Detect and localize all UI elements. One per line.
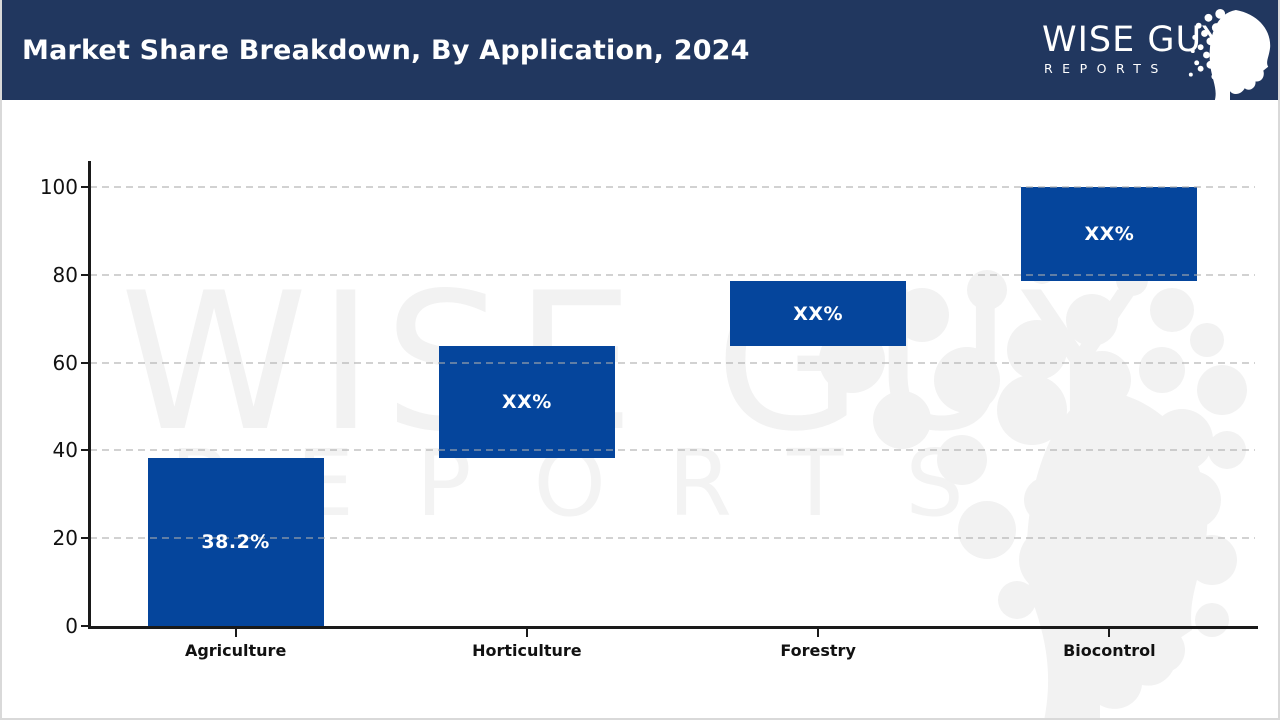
y-tick xyxy=(81,625,90,627)
y-tick-label: 80 xyxy=(52,262,78,287)
bar-biocontrol xyxy=(1021,187,1198,282)
x-tick-label: Agriculture xyxy=(184,641,287,660)
x-tick-label: Horticulture xyxy=(472,641,582,660)
x-tick-label: Biocontrol xyxy=(1063,641,1156,660)
y-tick xyxy=(81,361,90,364)
wiseguy-logo: WISE GUY REPORTS xyxy=(1028,4,1276,102)
gridline xyxy=(90,361,1255,364)
x-tick xyxy=(1108,629,1111,637)
x-tick xyxy=(525,629,528,637)
gridline xyxy=(90,537,1255,540)
y-tick xyxy=(81,449,90,452)
bar-value-label: XX% xyxy=(501,391,552,414)
x-tick-label: Forestry xyxy=(780,641,856,660)
y-tick-label: 40 xyxy=(52,438,78,463)
bar-horticulture xyxy=(438,346,615,459)
y-tick xyxy=(81,273,90,276)
gridline xyxy=(90,186,1255,189)
logo-subtext: REPORTS xyxy=(1044,60,1168,76)
y-tick-label: 20 xyxy=(52,526,78,551)
y-tick xyxy=(81,537,90,540)
y-tick-label: 60 xyxy=(52,350,78,375)
chart-title: Market Share Breakdown, By Application, … xyxy=(22,34,750,66)
gridline xyxy=(90,449,1255,452)
report-header: Market Share Breakdown, By Application, … xyxy=(2,0,1278,102)
gridline xyxy=(90,273,1255,276)
bar-value-label: 38.2% xyxy=(201,531,270,554)
bar-agriculture xyxy=(147,458,324,626)
y-tick-label: 100 xyxy=(39,175,78,200)
y-tick-label: 0 xyxy=(65,614,78,638)
x-axis-spine xyxy=(88,626,1258,629)
chart-canvas: WISE GUY REPORTS 38.2% XX% XX% XX% Agricult… xyxy=(2,100,1278,718)
bar-value-label: XX% xyxy=(793,302,844,325)
bar-forestry xyxy=(730,281,907,346)
x-tick xyxy=(234,629,237,637)
wiseguy-head-icon xyxy=(1188,8,1271,102)
y-axis-spine xyxy=(88,161,91,629)
y-tick xyxy=(81,186,90,189)
x-tick xyxy=(817,629,820,637)
bar-value-label: XX% xyxy=(1084,223,1135,246)
